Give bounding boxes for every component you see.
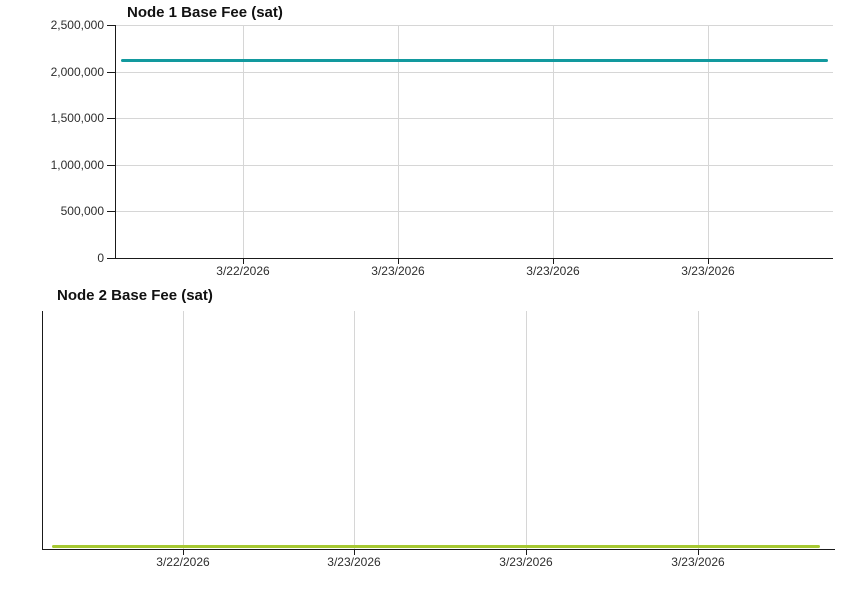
node1-vertical-gridline [398,25,399,258]
node1-vertical-gridline [708,25,709,258]
node1-y-label: 1,500,000 [50,111,104,125]
node2-series-line [52,545,820,548]
node1-vertical-gridline [243,25,244,258]
node1-x-tick [243,258,244,264]
node2-vertical-gridline [698,311,699,549]
node1-y-tick [107,258,115,259]
node1-x-label: 3/23/2026 [681,264,735,278]
node2-chart-title: Node 2 Base Fee (sat) [57,287,213,304]
node1-x-tick [708,258,709,264]
node1-horizontal-gridline [115,211,833,212]
node1-horizontal-gridline [115,165,833,166]
node1-vertical-gridline [553,25,554,258]
node1-series-line [121,59,828,62]
node1-chart-title: Node 1 Base Fee (sat) [127,4,283,21]
node2-vertical-gridline [354,311,355,549]
node1-x-label: 3/23/2026 [526,264,580,278]
node1-y-axis-line [115,25,116,258]
node1-horizontal-gridline [115,25,833,26]
node1-x-tick [398,258,399,264]
node1-y-tick [107,211,115,212]
node1-y-label: 1,000,000 [50,158,104,172]
node1-x-label: 3/23/2026 [371,264,425,278]
node2-x-label: 3/23/2026 [499,555,553,569]
node2-x-tick [183,549,184,555]
node2-vertical-gridline [183,311,184,549]
node2-x-label: 3/23/2026 [327,555,381,569]
node1-y-tick [107,72,115,73]
node2-x-label: 3/22/2026 [156,555,210,569]
node1-horizontal-gridline [115,72,833,73]
node1-y-label: 0 [97,251,104,265]
node2-x-tick [354,549,355,555]
node1-x-tick [553,258,554,264]
node1-x-label: 3/22/2026 [216,264,270,278]
node1-y-tick [107,118,115,119]
node1-y-label: 500,000 [60,204,104,218]
node1-y-label: 2,000,000 [50,65,104,79]
node2-x-tick [698,549,699,555]
node2-y-axis-line [42,311,43,549]
node1-horizontal-gridline [115,118,833,119]
node1-y-tick [107,165,115,166]
node2-x-axis-line [42,549,835,550]
node2-x-tick [526,549,527,555]
node1-y-tick [107,25,115,26]
node1-x-axis-line [115,258,833,259]
node2-vertical-gridline [526,311,527,549]
node1-y-label: 2,500,000 [50,18,104,32]
node2-x-label: 3/23/2026 [671,555,725,569]
